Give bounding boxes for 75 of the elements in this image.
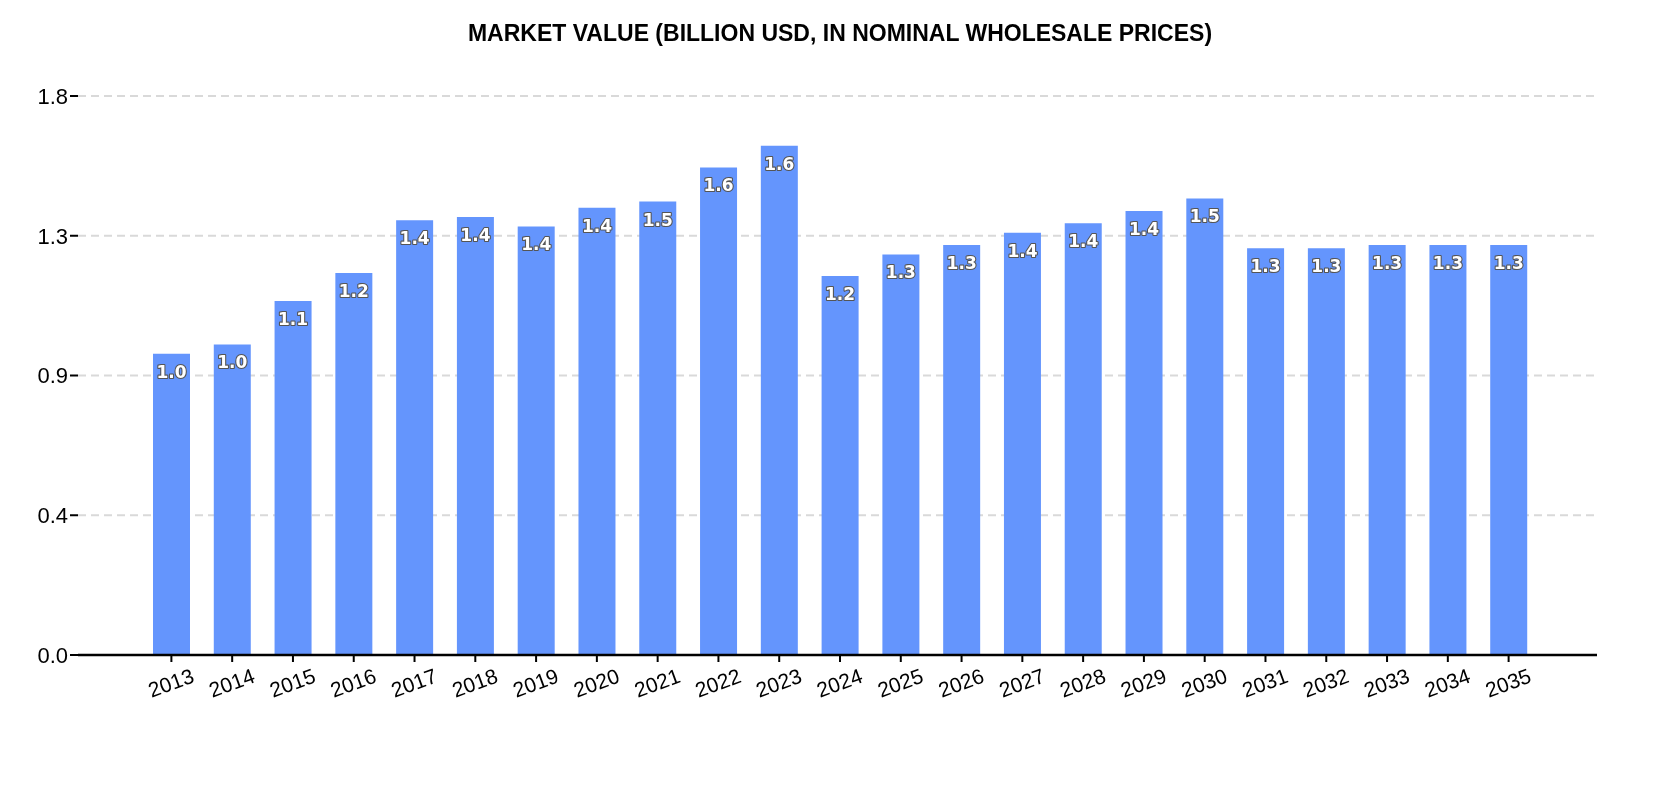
bar [1429,245,1467,655]
bar [578,207,616,655]
bar [1186,198,1224,655]
y-tick-label: 0.0 [37,642,68,668]
y-tick-label: 0.4 [37,503,68,529]
x-tick-label: 2018 [448,663,501,702]
x-tick-label: 2028 [1056,663,1109,702]
x-tick-label: 2013 [144,663,197,702]
x-tick-label: 2019 [509,663,562,702]
data-label: 1.3 [1250,256,1281,277]
x-tick-label: 2024 [813,663,866,702]
data-label: 1.4 [1007,240,1038,261]
y-tick-label: 1.3 [37,223,68,249]
x-tick-label: 2015 [266,663,319,702]
bar [882,254,920,655]
bar [1368,245,1406,655]
data-label: 1.3 [1311,256,1342,277]
data-label: 1.0 [217,352,248,373]
x-tick-label: 2014 [205,663,258,702]
bar [335,273,373,655]
bar [213,344,251,655]
chart-title: MARKET VALUE (BILLION USD, IN NOMINAL WHOLESALE PRICES) [466,19,1214,48]
x-tick-label: 2026 [935,663,987,702]
x-tick-label: 2031 [1239,663,1291,702]
bar [1247,248,1285,655]
x-tick-label: 2022 [692,663,744,702]
x-tick-label: 2025 [874,663,927,702]
x-tick-label: 2020 [570,663,623,702]
bar [517,226,555,655]
x-tick-label: 2029 [1117,663,1170,702]
data-label: 1.2 [825,284,856,305]
bar [456,217,494,655]
data-label: 1.4 [1068,231,1099,252]
y-tick-label: 0.9 [37,363,68,389]
data-label: 1.4 [399,228,430,249]
bar [821,276,859,655]
bar [396,220,434,655]
bar [1490,245,1528,655]
data-label: 1.4 [460,225,491,246]
x-tick-label: 2027 [995,663,1048,702]
bar [1125,210,1163,655]
data-label: 1.2 [338,281,369,302]
data-label: 1.6 [764,153,795,174]
x-tick-label: 2032 [1299,663,1352,702]
data-label: 1.5 [1189,206,1220,227]
bar [1064,223,1102,655]
y-tick-label: 1.8 [37,83,68,109]
data-label: 1.3 [1493,253,1524,274]
data-label: 1.3 [946,253,977,274]
bar [274,300,312,655]
data-label: 1.0 [156,361,187,382]
bar [760,145,798,655]
data-label: 1.5 [642,209,673,230]
bar [943,245,981,655]
x-tick-label: 2035 [1482,663,1534,702]
data-label: 1.1 [278,308,309,329]
x-tick-label: 2023 [752,663,805,702]
data-label: 1.6 [703,175,734,196]
bar [639,201,677,655]
data-label: 1.4 [581,215,613,236]
x-tick-label: 2034 [1421,663,1474,702]
bar [1003,232,1041,655]
data-label: 1.4 [521,234,552,255]
data-label: 1.3 [1372,253,1403,274]
x-tick-label: 2021 [631,663,684,702]
data-label: 1.3 [1432,253,1463,274]
bar [700,167,738,655]
data-label: 1.3 [885,262,916,283]
bar [1307,248,1345,655]
data-label: 1.4 [1128,218,1160,239]
x-tick-label: 2016 [327,663,380,702]
bar [153,353,190,655]
x-tick-label: 2017 [388,663,440,702]
x-tick-label: 2033 [1360,663,1413,702]
x-tick-label: 2030 [1178,663,1231,702]
